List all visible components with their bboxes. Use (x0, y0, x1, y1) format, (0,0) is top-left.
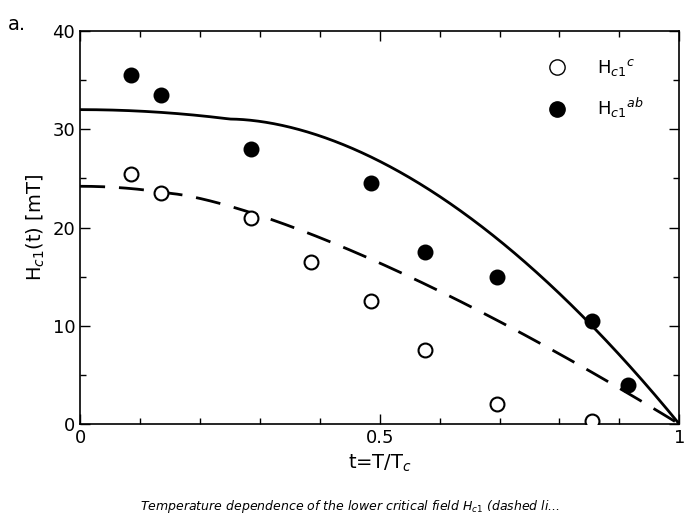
Point (125, 71, 136, 80)
Point (491, 272, 502, 281)
Point (587, 417, 598, 425)
Point (125, 170, 136, 178)
Point (419, 346, 430, 355)
Point (245, 145, 256, 153)
Point (245, 214, 256, 222)
Point (587, 317, 598, 325)
Point (365, 297, 377, 305)
Point (305, 258, 316, 266)
Point (155, 189, 167, 197)
Point (419, 248, 430, 256)
Legend: H$_{c1}$$^{c}$, H$_{c1}$$^{ab}$: H$_{c1}$$^{c}$, H$_{c1}$$^{ab}$ (530, 48, 652, 129)
Point (365, 179, 377, 188)
Text: Temperature dependence of the lower critical field $H_{c1}$ (dashed li...: Temperature dependence of the lower crit… (140, 498, 560, 515)
Y-axis label: H$_{c1}$(t) [mT]: H$_{c1}$(t) [mT] (25, 174, 47, 281)
Point (491, 400, 502, 409)
X-axis label: t=T/T$_c$: t=T/T$_c$ (348, 452, 412, 474)
Point (623, 381, 634, 389)
Point (155, 90, 167, 99)
Text: a.: a. (8, 15, 27, 34)
